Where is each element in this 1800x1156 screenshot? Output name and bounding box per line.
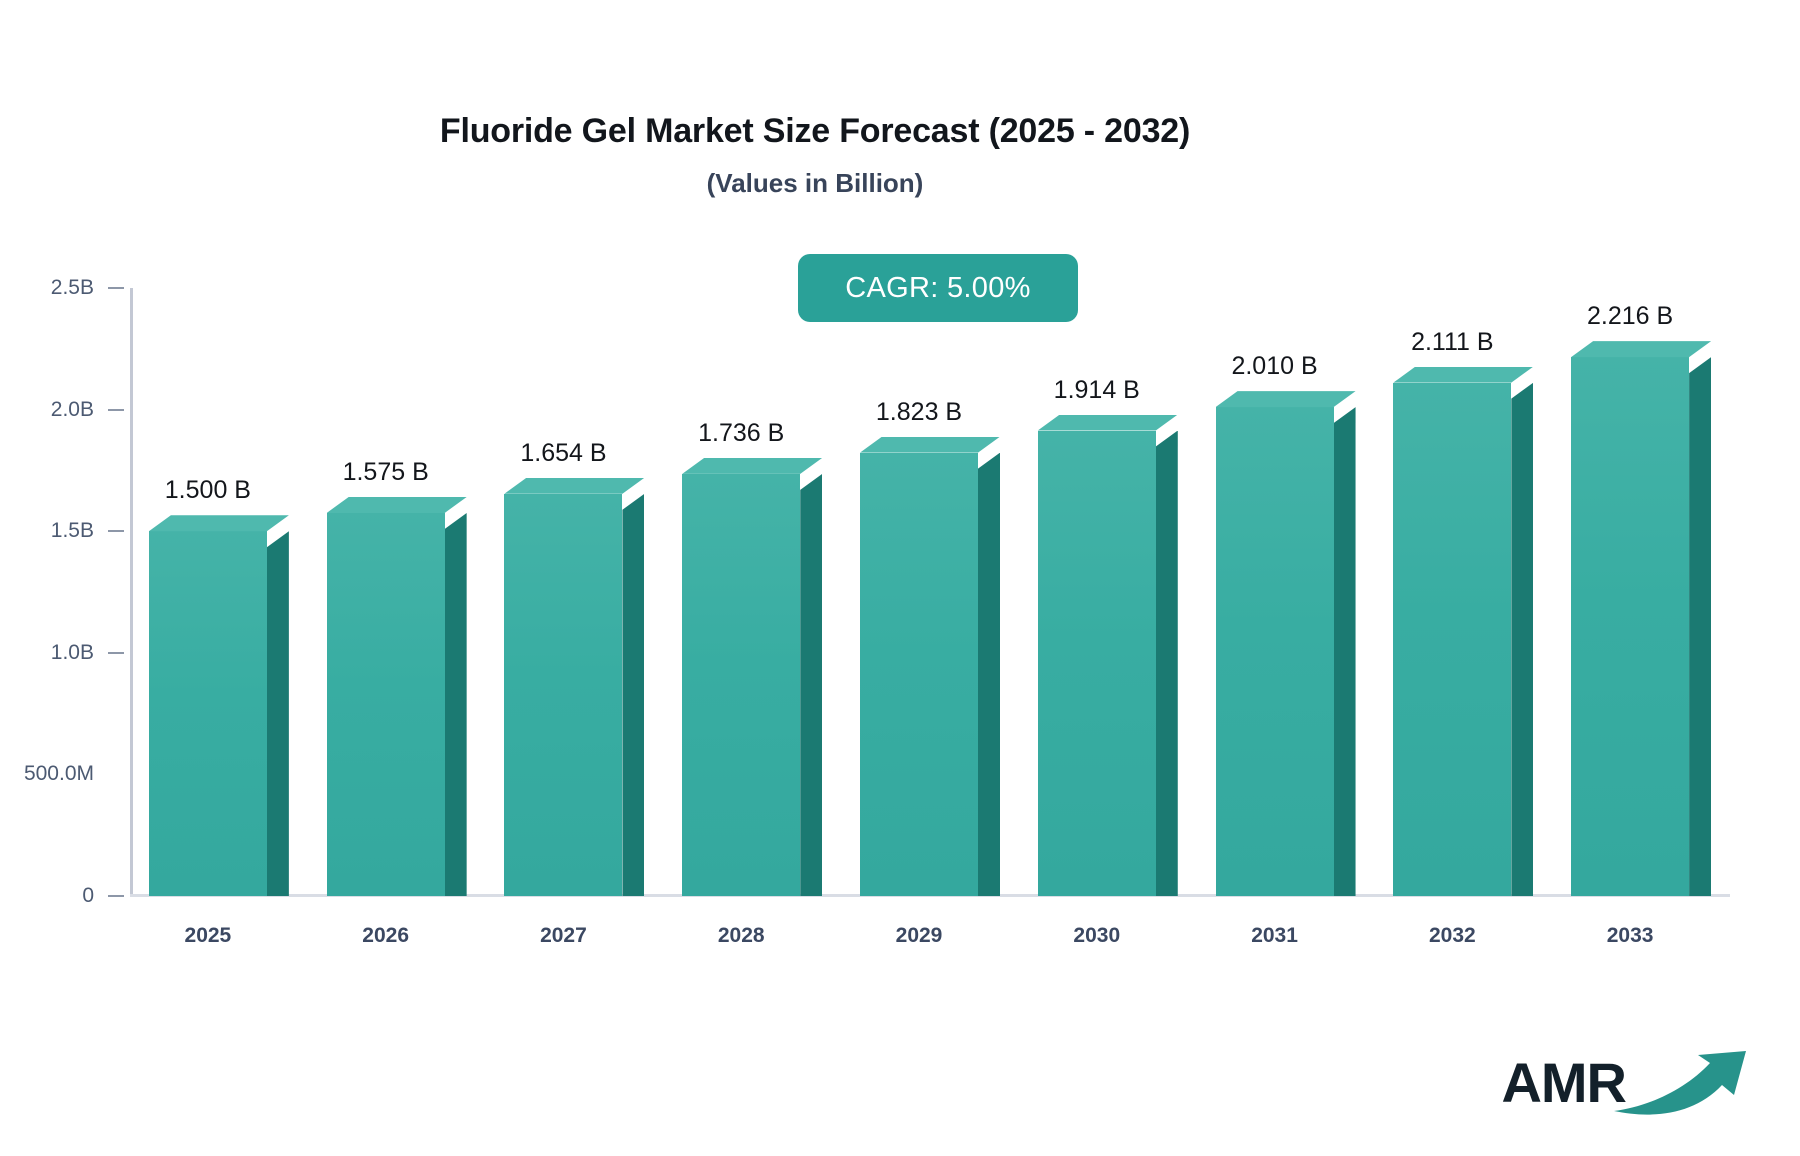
bar-value-label: 2.111 B bbox=[1411, 327, 1494, 356]
bar-top-face bbox=[860, 437, 1000, 454]
bar-shape bbox=[1393, 382, 1534, 896]
bar-shape bbox=[682, 473, 823, 896]
bar-top-face bbox=[1038, 415, 1178, 432]
bar-shape bbox=[860, 452, 1000, 896]
bar-column: 1.736 B 2028 bbox=[682, 419, 823, 947]
y-axis-tick-mark bbox=[108, 651, 124, 654]
y-axis-tick-label: 0 bbox=[82, 884, 94, 907]
x-axis-tick-label: 2028 bbox=[717, 924, 765, 947]
bar-side-face bbox=[266, 531, 289, 896]
bar-shape bbox=[326, 512, 467, 896]
bar-value-label: 1.823 B bbox=[875, 397, 963, 426]
bar-side-face bbox=[1333, 407, 1356, 896]
y-axis-tick-mark bbox=[108, 530, 124, 533]
y-axis-tick-mark bbox=[108, 408, 124, 411]
bar-shape bbox=[1037, 430, 1178, 896]
bar-column: 1.914 B 2030 bbox=[1037, 376, 1178, 947]
y-axis-tick-label: 1.0B bbox=[50, 640, 94, 664]
y-axis-tick-mark bbox=[108, 287, 124, 289]
bar-front-face bbox=[1393, 382, 1512, 896]
bar-value-label: 1.736 B bbox=[698, 418, 785, 447]
bar-front-face bbox=[504, 493, 623, 896]
x-axis-tick-label: 2030 bbox=[1073, 924, 1121, 947]
y-axis-tick-label: 1.5B bbox=[50, 519, 94, 543]
x-axis-tick-label: 2033 bbox=[1606, 924, 1654, 947]
bar-front-face bbox=[860, 452, 978, 896]
y-axis-tick: 0 bbox=[0, 883, 124, 909]
bar-top-face bbox=[1393, 367, 1533, 384]
plot-area: 1.500 B 2025 1.575 B 2026 1.654 B 2027 1.736 B… bbox=[130, 288, 1730, 947]
x-axis-tick-label: 2026 bbox=[362, 924, 410, 947]
y-axis-tick-mark bbox=[108, 895, 124, 897]
bar-top-face bbox=[327, 497, 467, 514]
bar-top-face bbox=[1216, 391, 1356, 408]
bar-front-face bbox=[1037, 430, 1156, 896]
bar-column: 1.500 B 2025 bbox=[148, 476, 289, 947]
bar-value-label: 2.010 B bbox=[1231, 352, 1318, 381]
bar-value-label: 1.500 B bbox=[164, 476, 251, 505]
bar-shape bbox=[1571, 357, 1712, 896]
y-axis-tick: 2.0B bbox=[0, 397, 124, 423]
x-axis-tick-label: 2025 bbox=[184, 924, 232, 947]
bar-front-face bbox=[682, 473, 801, 896]
y-axis-tick: 1.5B bbox=[0, 518, 124, 544]
y-axis-tick-label: 500.0M bbox=[23, 762, 94, 786]
bar-front-face bbox=[326, 512, 445, 896]
bar-front-face bbox=[1571, 357, 1690, 896]
bar-front-face bbox=[1215, 407, 1334, 896]
y-axis-tick: 500.0M bbox=[0, 761, 124, 787]
bar-column: 2.111 B 2032 bbox=[1393, 328, 1534, 947]
bar-column: 1.654 B 2027 bbox=[504, 439, 645, 947]
x-axis-tick-label: 2031 bbox=[1251, 924, 1298, 947]
bar-value-label: 1.654 B bbox=[520, 438, 607, 467]
bar-shape bbox=[148, 531, 289, 896]
y-axis-line bbox=[130, 288, 133, 896]
y-axis-tick-label: 2.0B bbox=[50, 397, 94, 421]
bar-value-label: 2.216 B bbox=[1587, 302, 1674, 331]
cagr-badge: CAGR: 5.00% bbox=[798, 254, 1078, 322]
x-axis-tick-label: 2027 bbox=[540, 924, 587, 947]
bar-top-face bbox=[149, 515, 289, 532]
page-title: Fluoride Gel Market Size Forecast (2025 … bbox=[439, 112, 1191, 150]
bar-column: 2.010 B 2031 bbox=[1215, 352, 1356, 947]
bar-front-face bbox=[148, 531, 267, 896]
amr-logo: AMR bbox=[1501, 1041, 1756, 1124]
bar-top-face bbox=[504, 478, 644, 495]
bar-side-face bbox=[1689, 357, 1712, 896]
amr-logo-text: AMR bbox=[1501, 1050, 1627, 1114]
bar-side-face bbox=[444, 512, 467, 896]
y-axis-tick-label: 2.5B bbox=[50, 276, 94, 299]
bar-shape bbox=[504, 493, 645, 896]
y-axis-tick: 1.0B bbox=[0, 640, 124, 666]
bar-column: 2.216 B 2033 bbox=[1571, 302, 1712, 947]
bar-side-face bbox=[1511, 382, 1534, 896]
bar-side-face bbox=[1155, 430, 1178, 896]
y-axis-tick: 2.5B bbox=[0, 275, 124, 301]
bar-column: 1.575 B 2026 bbox=[326, 458, 467, 947]
chart-subtitle: (Values in Billion) bbox=[706, 168, 924, 198]
bar-value-label: 1.914 B bbox=[1053, 375, 1140, 404]
bar-value-label: 1.575 B bbox=[342, 457, 429, 486]
bar-side-face bbox=[978, 452, 1000, 896]
bar-side-face bbox=[800, 473, 823, 896]
bar-side-face bbox=[622, 493, 645, 896]
x-axis-tick-label: 2029 bbox=[895, 924, 943, 947]
x-axis-tick-label: 2032 bbox=[1428, 924, 1476, 947]
bar-top-face bbox=[1571, 341, 1711, 358]
bar-column: 1.823 B 2029 bbox=[860, 398, 1000, 947]
bar-shape bbox=[1215, 407, 1356, 896]
cagr-badge-label: CAGR: 5.00% bbox=[845, 271, 1031, 304]
bar-top-face bbox=[682, 458, 822, 475]
arrow-up-icon bbox=[1606, 1047, 1756, 1124]
